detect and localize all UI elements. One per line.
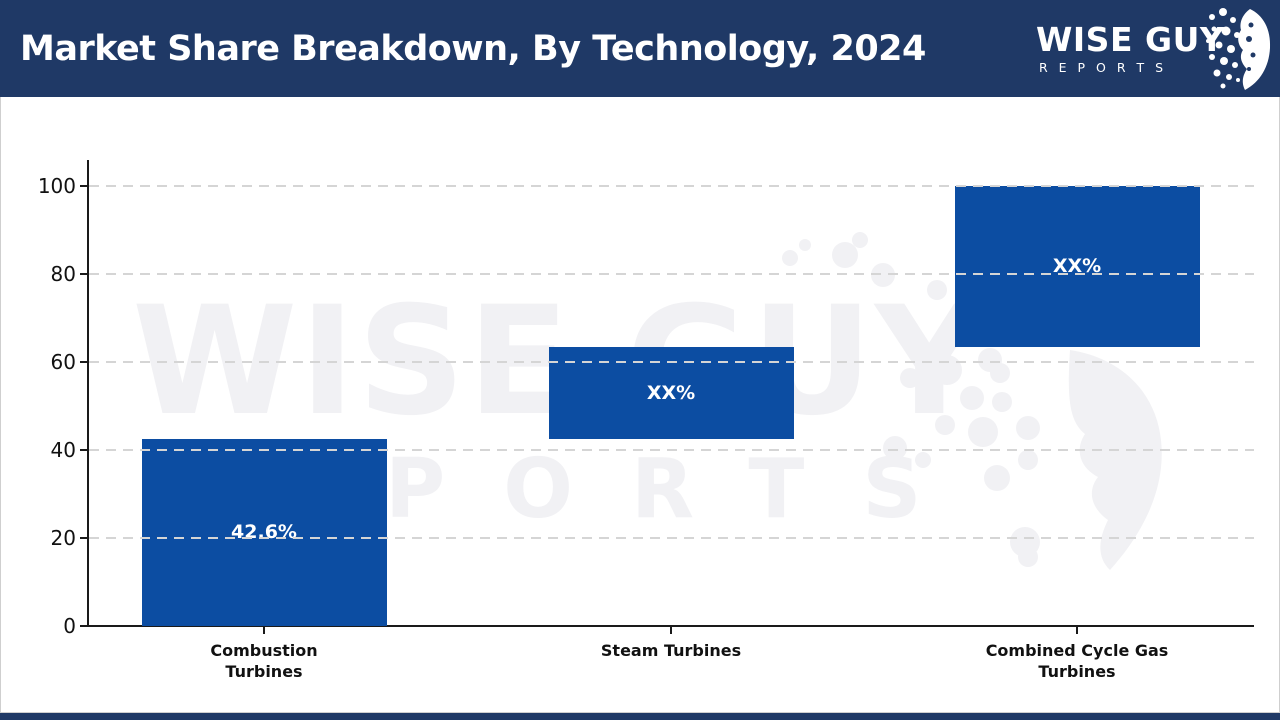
y-tick-20 bbox=[80, 537, 88, 539]
y-tick-label-40: 40 bbox=[50, 438, 76, 462]
gridline-20 bbox=[89, 537, 1254, 539]
x-tick-label-3: Combined Cycle Gas Turbines bbox=[917, 640, 1237, 682]
y-tick-label-60: 60 bbox=[50, 350, 76, 374]
x-tick-1 bbox=[263, 627, 265, 634]
chart-area: WISE GUY REPORTS 42.6%XX%XX% bbox=[0, 97, 1280, 713]
bar-3: XX% bbox=[954, 186, 1200, 347]
header-bar: Market Share Breakdown, By Technology, 2… bbox=[0, 0, 1280, 97]
y-tick-40 bbox=[80, 449, 88, 451]
y-tick-100 bbox=[80, 185, 88, 187]
gridline-80 bbox=[89, 273, 1254, 275]
y-tick-label-100: 100 bbox=[37, 174, 76, 198]
y-tick-80 bbox=[80, 273, 88, 275]
page-title: Market Share Breakdown, By Technology, 2… bbox=[20, 28, 926, 69]
grid-layer bbox=[0, 97, 1280, 713]
x-tick-label-line: Steam Turbines bbox=[600, 641, 742, 660]
logo-line2: R E P O R T S bbox=[1039, 60, 1167, 75]
y-tick-label-80: 80 bbox=[50, 262, 76, 286]
x-tick-label-line: Combined Cycle Gas bbox=[985, 641, 1169, 660]
watermark-face-dots-icon bbox=[782, 232, 1162, 570]
logo-line1: WISE GUY bbox=[1036, 20, 1225, 59]
ticks-layer: 0 20 40 60 80 100 Combustion Turbines Steam Turb… bbox=[0, 97, 1280, 713]
y-tick-60 bbox=[80, 361, 88, 363]
bar-label-3: XX% bbox=[1052, 255, 1102, 278]
y-tick-label-20: 20 bbox=[50, 526, 76, 550]
gridline-40 bbox=[89, 449, 1254, 451]
bar-1: 42.6% bbox=[141, 438, 387, 626]
x-tick-label-1: Combustion Turbines bbox=[104, 640, 424, 682]
x-tick-2 bbox=[670, 627, 672, 634]
y-axis-line bbox=[87, 160, 89, 626]
y-tick-0 bbox=[80, 625, 88, 627]
logo-face-dots-icon bbox=[1206, 8, 1271, 90]
gridline-60 bbox=[89, 361, 1254, 363]
x-tick-label-line: Turbines bbox=[225, 662, 303, 681]
x-tick-3 bbox=[1076, 627, 1078, 634]
gridline-100 bbox=[89, 185, 1254, 187]
bar-label-2: XX% bbox=[646, 381, 696, 404]
y-tick-label-0: 0 bbox=[63, 614, 76, 638]
x-axis-line bbox=[87, 625, 1254, 627]
bottom-edge-line bbox=[0, 712, 1280, 713]
footer-bar bbox=[0, 713, 1280, 720]
logo-face-texture-dots bbox=[1246, 22, 1256, 71]
x-tick-label-2: Steam Turbines bbox=[511, 640, 831, 661]
wiseguy-logo: WISE GUY R E P O R T S bbox=[1036, 8, 1271, 90]
x-tick-label-line: Combustion bbox=[210, 641, 318, 660]
x-tick-label-line: Turbines bbox=[1038, 662, 1116, 681]
